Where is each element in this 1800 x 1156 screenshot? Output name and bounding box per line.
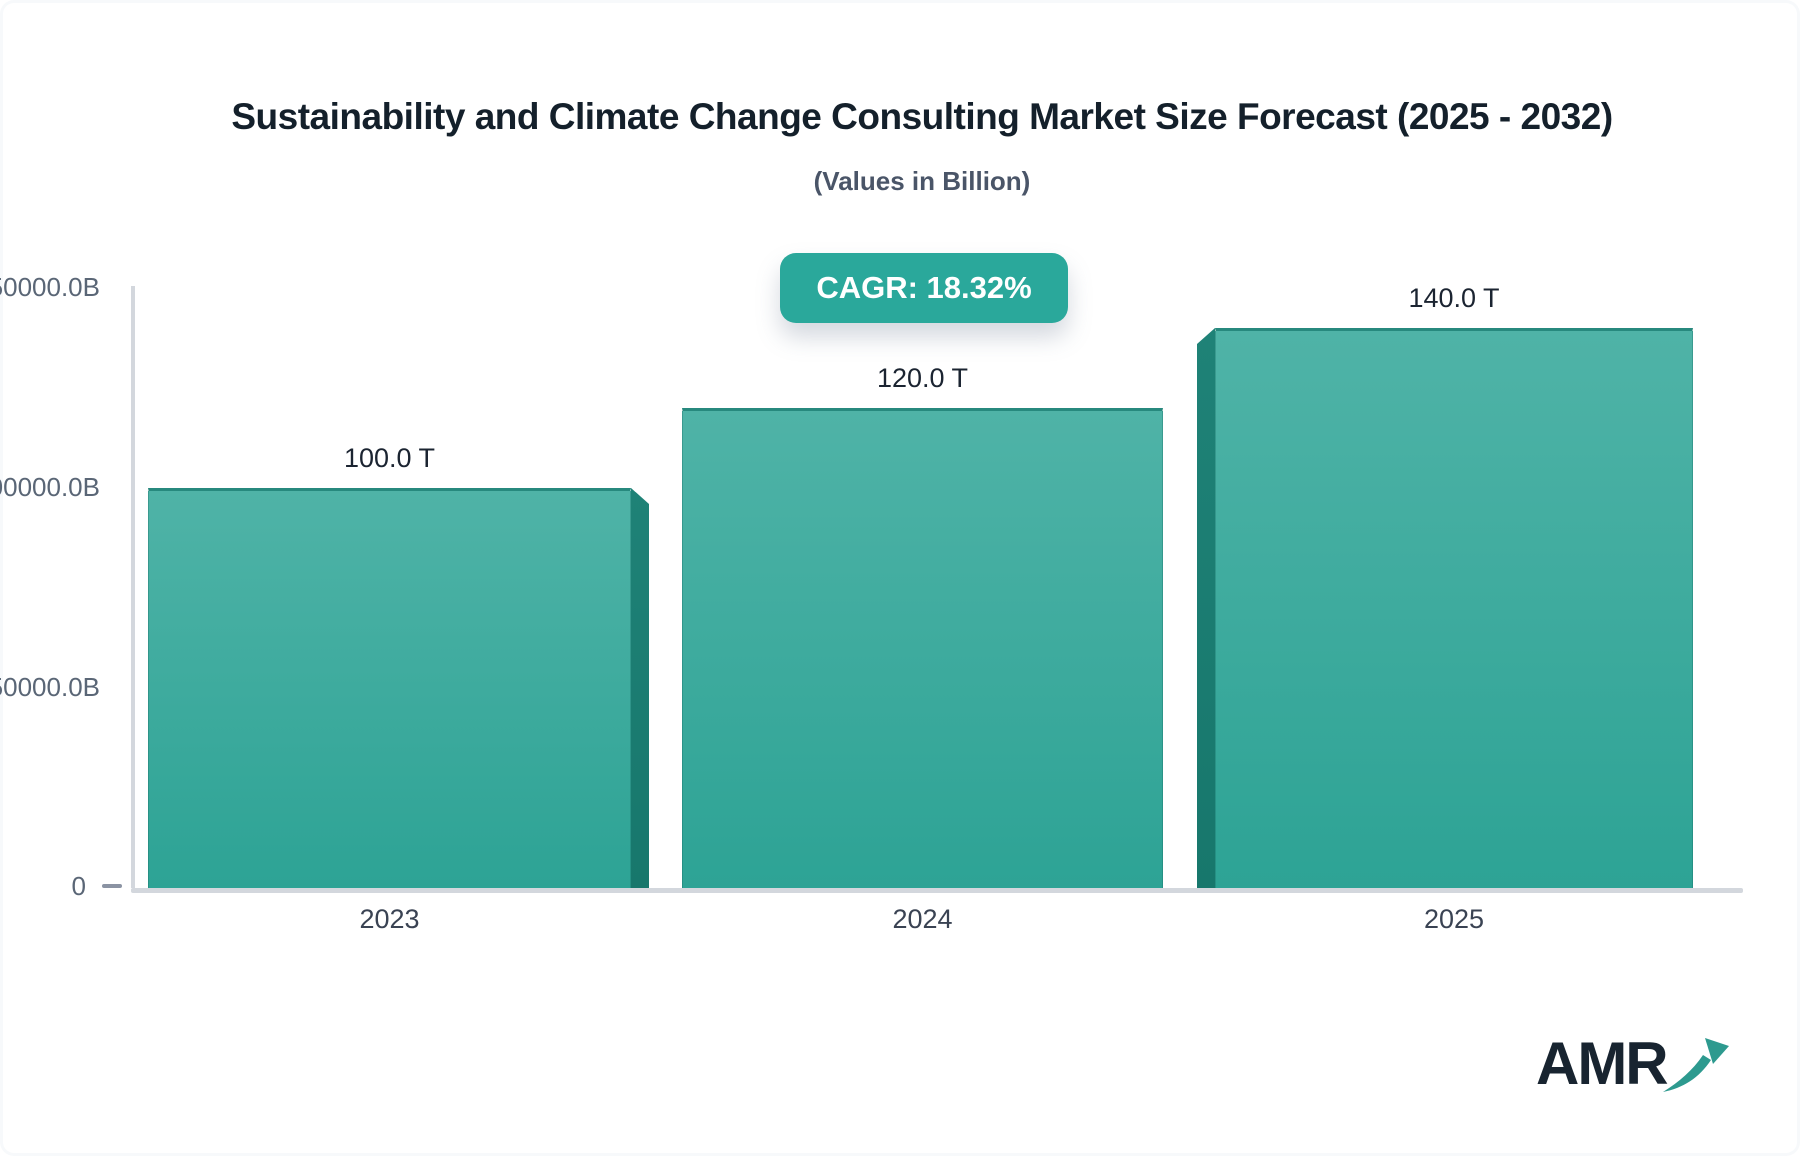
y-tick-label-150000: 150000.0B bbox=[0, 272, 100, 302]
bar-2023-value-label: 100.0 T bbox=[343, 443, 436, 473]
x-axis-line bbox=[131, 888, 1743, 893]
amr-logo: AMR bbox=[1536, 1028, 1733, 1100]
chart-subtitle: (Values in Billion) bbox=[813, 166, 1031, 196]
cagr-badge: CAGR: 18.32% bbox=[780, 253, 1068, 323]
bar-2025-value-label: 140.0 T bbox=[1408, 283, 1500, 313]
bar-2025 bbox=[1215, 328, 1693, 888]
x-tick-label-2023: 2023 bbox=[359, 904, 420, 934]
x-tick-label-2025: 2025 bbox=[1423, 904, 1485, 934]
y-tick-label-zero: 0 bbox=[71, 871, 86, 901]
bar-2024-value-label: 120.0 T bbox=[876, 363, 969, 393]
y-tick-label-100000: 100000.0B bbox=[0, 472, 100, 502]
bar-2024 bbox=[682, 408, 1163, 888]
x-tick-label-2024: 2024 bbox=[892, 904, 953, 934]
growth-arrow-icon bbox=[1662, 1038, 1729, 1092]
y-axis-line bbox=[131, 286, 135, 888]
y-tick-label-50000: 50000.0B bbox=[0, 672, 100, 702]
bar-2025-side-panel bbox=[1197, 328, 1215, 888]
chart-title: Sustainability and Climate Change Consul… bbox=[231, 96, 1613, 137]
bar-2023-side-panel bbox=[631, 488, 649, 888]
y-axis-zero-tick-mark bbox=[102, 884, 122, 888]
chart-header: Sustainability and Climate Change Consul… bbox=[44, 0, 1800, 197]
bar-2023 bbox=[148, 488, 631, 888]
amr-logo-text: AMR bbox=[1536, 1030, 1669, 1097]
